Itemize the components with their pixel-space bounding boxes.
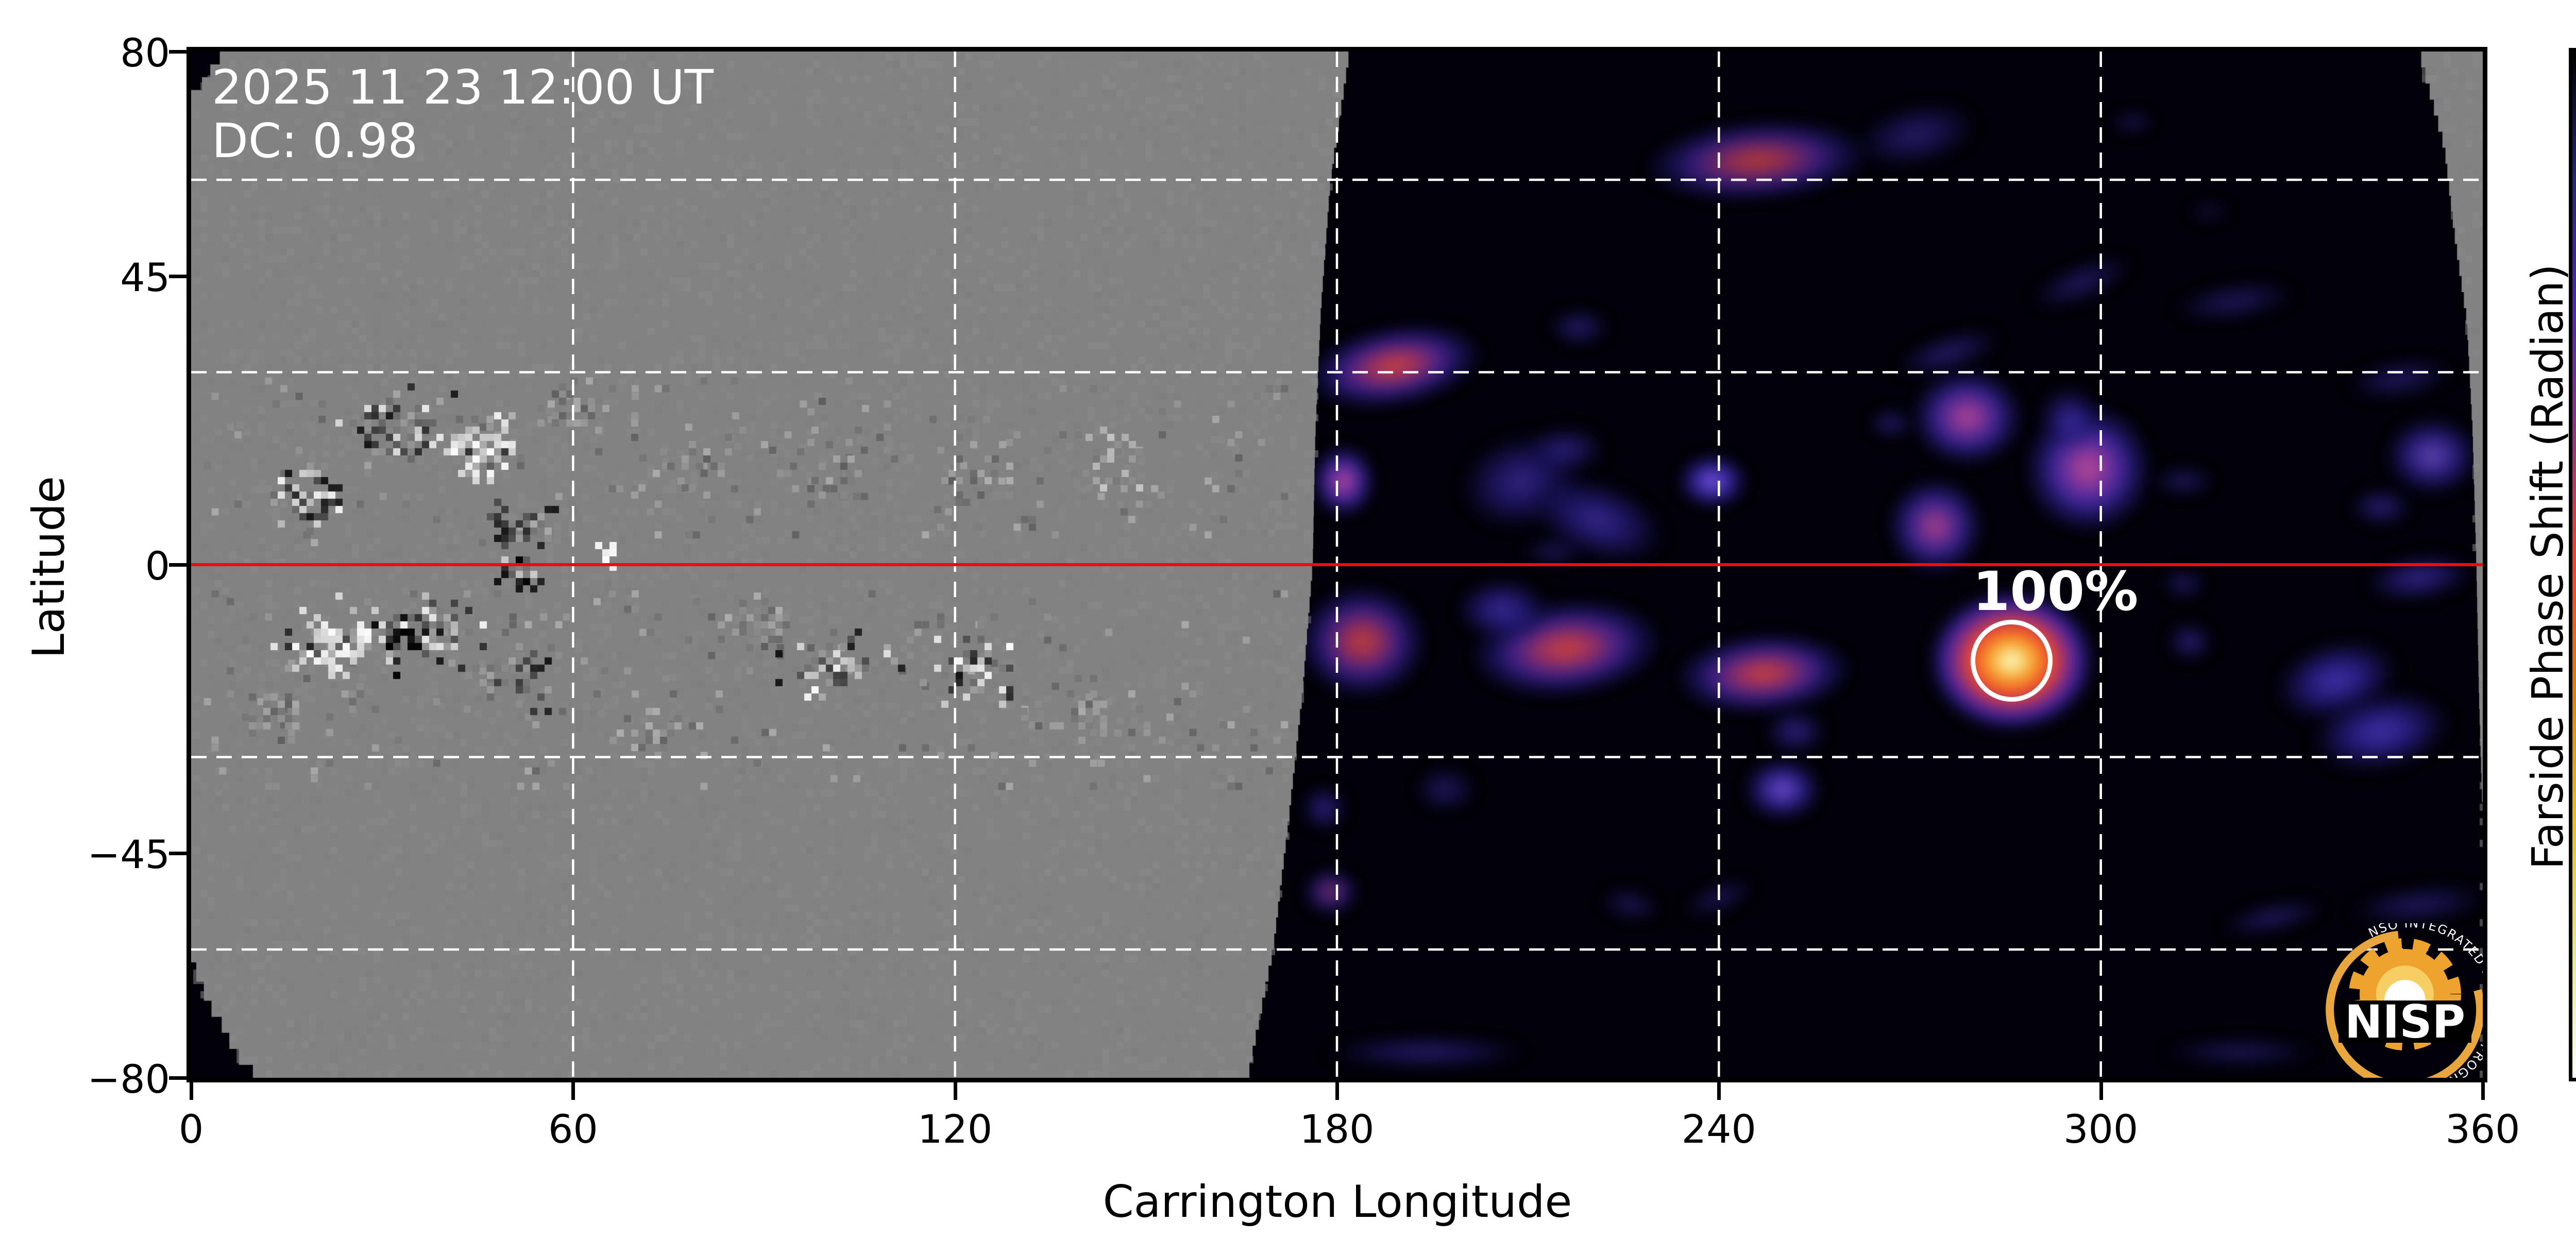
x-tick-label: 240 <box>1681 1106 1756 1152</box>
farside-blob <box>1902 361 2032 473</box>
x-tick-mark <box>1717 1082 1721 1100</box>
y-tick-mark <box>169 274 187 278</box>
y-tick-label: −45 <box>87 832 170 878</box>
x-tick-label: 180 <box>1299 1106 1375 1152</box>
nisp-logo-ring <box>2326 931 2483 1078</box>
farside-blob <box>1541 304 1616 351</box>
farside-blob <box>2148 1033 2333 1071</box>
y-tick-label: 45 <box>120 254 170 300</box>
farside-blob <box>2344 483 2418 531</box>
farside-blob <box>1447 572 1558 647</box>
x-tick-label: 60 <box>548 1106 598 1152</box>
x-tick-mark <box>2481 1082 2485 1100</box>
farside-blob <box>1863 404 1919 443</box>
timestamp-label: 2025 11 23 12:00 UT <box>212 60 714 115</box>
farside-blob <box>2162 618 2218 665</box>
farside-blob <box>1296 780 1352 837</box>
y-tick-label: −80 <box>87 1056 170 1102</box>
nisp-logo-sun-dome <box>2384 980 2426 1000</box>
x-tick-mark <box>2099 1082 2103 1100</box>
dc-label: DC: 0.98 <box>212 113 418 168</box>
farside-blob <box>2181 198 2237 226</box>
farside-blob <box>2146 463 2221 500</box>
detection-circle <box>1971 620 2053 702</box>
nisp-logo-band <box>2338 1000 2471 1043</box>
y-tick-mark <box>169 852 187 856</box>
x-tick-label: 300 <box>2063 1106 2139 1152</box>
x-tick-label: 360 <box>2445 1106 2520 1152</box>
farside-blob <box>1306 439 1381 523</box>
farside-blob <box>1306 1031 1546 1073</box>
y-axis-title: Latitude <box>23 476 75 658</box>
x-tick-mark <box>190 1082 193 1100</box>
farside-colorbar <box>2572 52 2576 1078</box>
y-tick-mark <box>169 563 187 567</box>
farside-blob <box>1408 761 1482 817</box>
farside-blob <box>1758 703 1833 759</box>
farside-blob <box>2156 565 2212 603</box>
gridlines-layer <box>191 52 2483 1078</box>
y-tick-mark <box>169 1076 187 1080</box>
farside-blob <box>1289 576 1436 707</box>
x-tick-mark <box>1335 1082 1339 1100</box>
farside-blob <box>2032 380 2106 454</box>
farside-blob <box>1736 752 1829 826</box>
nisp-logo-acronym: NISP <box>2345 995 2465 1048</box>
x-axis-title: Carrington Longitude <box>1103 1176 1572 1228</box>
x-tick-mark <box>953 1082 957 1100</box>
y-tick-label: 0 <box>145 543 170 589</box>
farside-blob <box>1671 448 1754 514</box>
x-tick-mark <box>571 1082 575 1100</box>
y-tick-label: 80 <box>120 30 170 76</box>
detection-percent-label: 100% <box>1973 560 2139 623</box>
farside-blob <box>1298 863 1363 920</box>
y-tick-mark <box>169 50 187 54</box>
farside-colorbar-title: Farside Phase Shift (Radian) <box>2522 264 2573 870</box>
nisp-logo-sun-flames <box>2349 938 2461 1050</box>
farside-blob <box>2105 106 2161 138</box>
farside-blob <box>2376 409 2483 502</box>
nisp-logo: NISP NSO INTEGRATED SYNOPTIC PROGRAM <box>2320 923 2483 1078</box>
synoptic-map: 2025 11 23 12:00 UT DC: 0.98 100% NISP N… <box>191 52 2483 1078</box>
x-tick-label: 0 <box>178 1106 204 1152</box>
x-tick-label: 120 <box>918 1106 993 1152</box>
farside-blob <box>1520 421 1613 478</box>
